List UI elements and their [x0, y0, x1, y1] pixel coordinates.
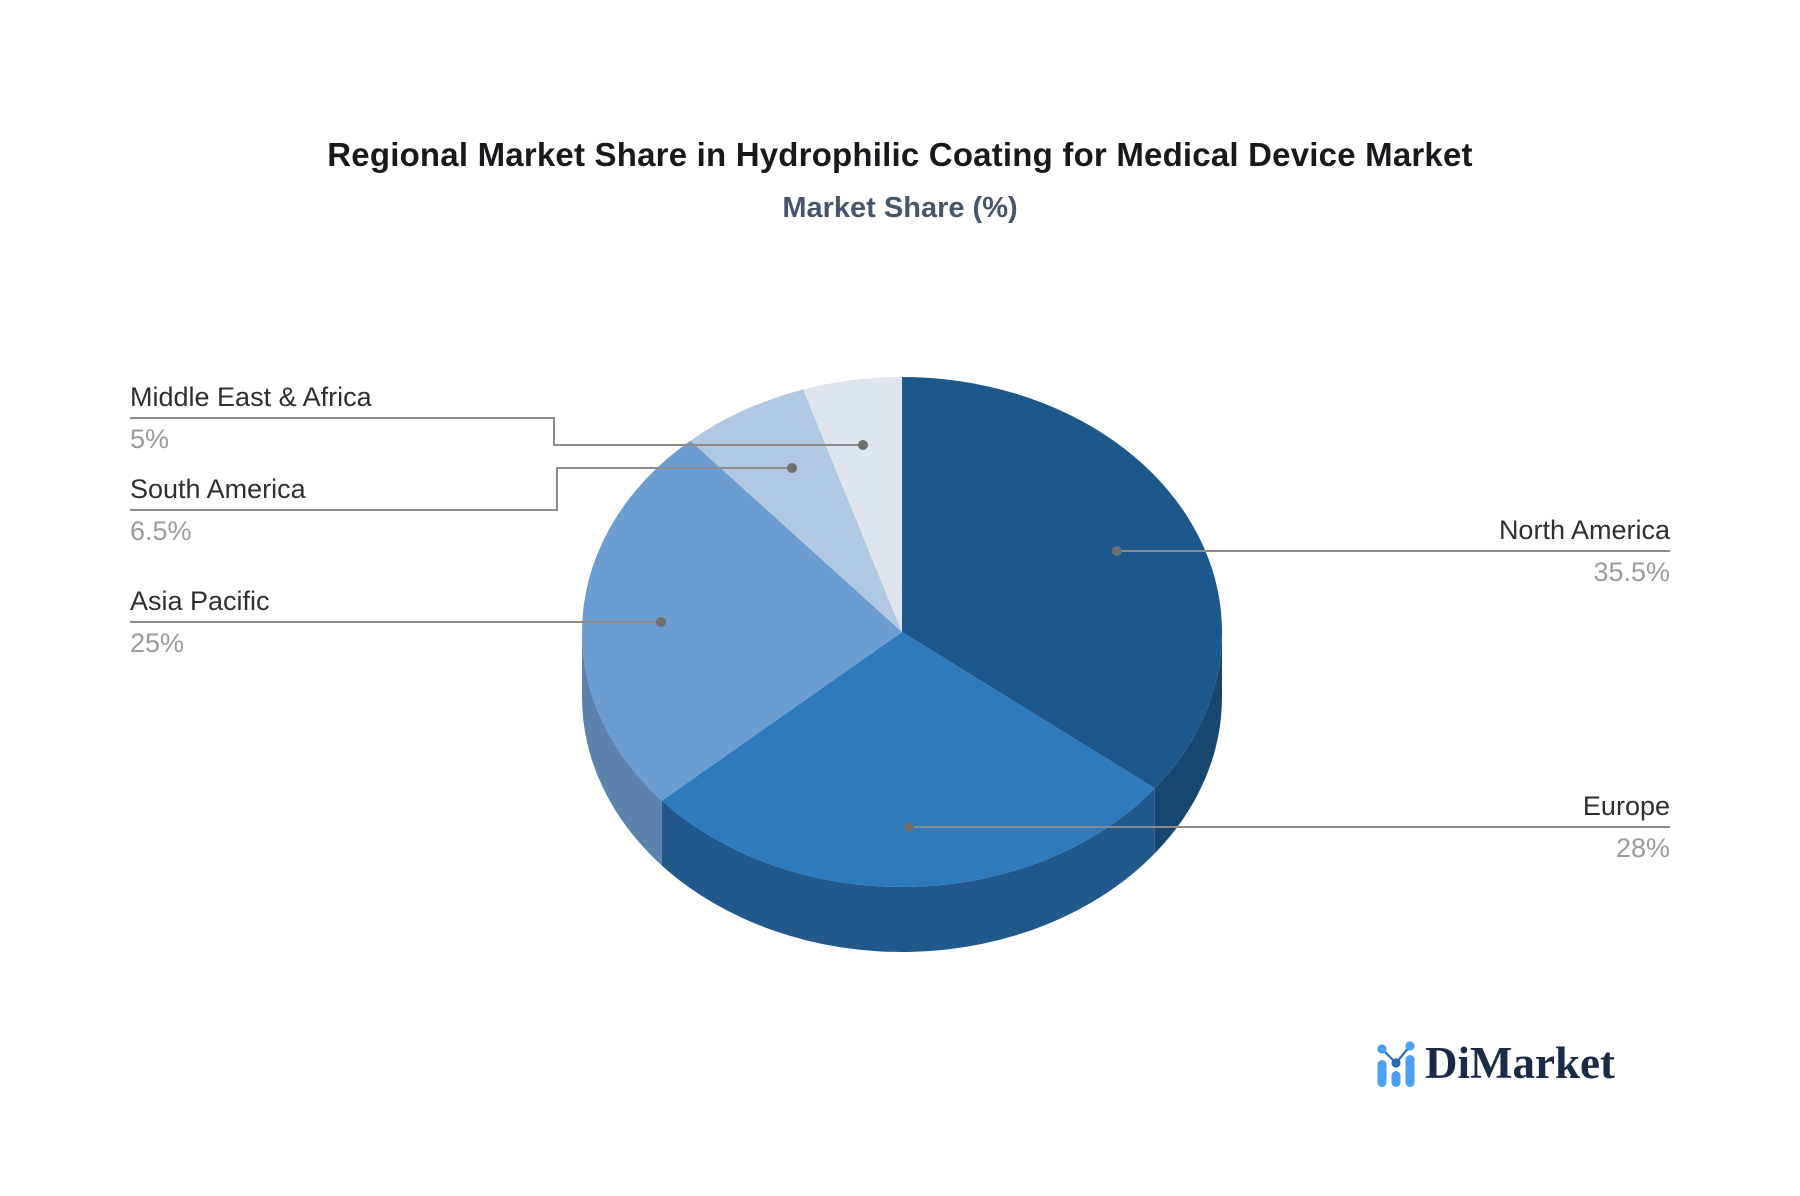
pie-segment-middle-east-africa[interactable] — [803, 377, 902, 632]
segment-label-south-america: South America — [130, 474, 306, 504]
chart-subtitle: Market Share (%) — [782, 192, 1018, 224]
leader-dot-south-america — [787, 463, 797, 473]
segment-value-north-america: 35.5% — [1593, 557, 1670, 587]
pie-segment-north-america[interactable] — [902, 377, 1223, 789]
pie-segment-south-america[interactable] — [690, 389, 902, 632]
segment-label-middle-east-africa: Middle East & Africa — [130, 382, 372, 412]
pie-segment-asia-pacific[interactable] — [582, 440, 902, 801]
segment-value-europe: 28% — [1615, 833, 1670, 863]
pie-side-north-america — [1154, 632, 1222, 854]
leader-dot-asia-pacific — [656, 617, 666, 627]
brand-logo: DiMarket — [1376, 1040, 1615, 1087]
pie-side-asia-pacific — [582, 632, 662, 866]
brand-name: DiMarket — [1425, 1038, 1615, 1088]
chart-title: Regional Market Share in Hydrophilic Coa… — [327, 136, 1473, 173]
pie-side-europe — [661, 788, 1155, 952]
bar-line-chart-icon — [1377, 1041, 1415, 1087]
segment-value-south-america: 6.5% — [130, 516, 192, 546]
leader-line-south-america — [130, 467, 792, 511]
leader-line-middle-east-africa — [130, 417, 863, 446]
leader-dot-north-america — [1112, 546, 1122, 556]
segment-value-asia-pacific: 25% — [130, 628, 185, 658]
segment-label-north-america: North America — [1498, 515, 1670, 545]
segment-label-asia-pacific: Asia Pacific — [130, 586, 270, 616]
segment-value-middle-east-africa: 5% — [130, 424, 170, 454]
leader-dot-europe — [904, 822, 914, 832]
segment-label-europe: Europe — [1582, 791, 1670, 821]
pie-segment-europe[interactable] — [661, 632, 1155, 887]
leader-dot-middle-east-africa — [858, 440, 868, 450]
